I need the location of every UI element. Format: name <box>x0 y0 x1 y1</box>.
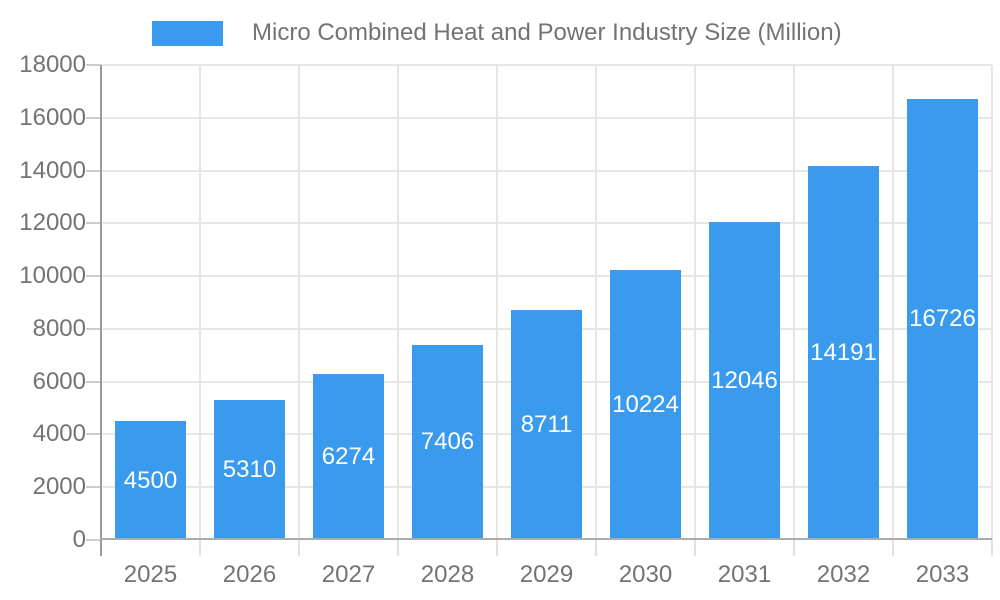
y-axis-tick <box>86 222 101 225</box>
x-axis-label: 2029 <box>519 561 574 588</box>
y-axis-tick <box>86 539 101 541</box>
bar-value-label: 6274 <box>321 443 376 471</box>
y-axis-label: 16000 <box>19 103 86 131</box>
bar[interactable]: 5310 <box>214 399 285 540</box>
gridline-vertical <box>793 65 795 540</box>
y-axis-label: 14000 <box>19 156 86 184</box>
plot-area: 4500 5310 6274 7406 8711 10224 12046 14191 16726 <box>101 64 993 540</box>
x-axis-line <box>100 538 992 540</box>
bar[interactable]: 12046 <box>709 222 780 540</box>
legend-label: Micro Combined Heat and Power Industry S… <box>252 19 842 46</box>
y-axis-tick <box>86 486 101 489</box>
bar-value-label: 10224 <box>612 391 679 419</box>
x-axis-tick <box>991 540 993 556</box>
x-axis-tick <box>199 540 201 556</box>
x-axis-tick <box>793 540 795 556</box>
x-axis-tick <box>298 540 300 556</box>
y-axis-label: 8000 <box>32 314 86 342</box>
gridline-vertical <box>595 65 597 540</box>
x-axis-label: 2032 <box>816 561 871 588</box>
legend: Micro Combined Heat and Power Industry S… <box>0 0 1000 60</box>
y-axis-label: 10000 <box>19 262 86 290</box>
legend-swatch[interactable] <box>152 21 223 46</box>
x-axis-label: 2028 <box>420 561 475 588</box>
gridline-vertical <box>991 65 993 540</box>
bar-value-label: 7406 <box>420 428 475 456</box>
x-axis-tick <box>397 540 399 556</box>
gridline-horizontal <box>101 275 992 278</box>
gridline-vertical <box>892 65 894 540</box>
x-axis-label: 2031 <box>717 561 772 588</box>
bar[interactable]: 4500 <box>115 421 186 540</box>
x-axis-label: 2033 <box>915 561 970 588</box>
y-axis-label: 0 <box>72 526 86 553</box>
gridline-vertical <box>199 65 201 540</box>
x-axis-tick <box>694 540 696 556</box>
bar-value-label: 12046 <box>711 367 778 395</box>
bar[interactable]: 6274 <box>313 374 384 540</box>
y-axis-label: 12000 <box>19 209 86 237</box>
bar[interactable]: 16726 <box>907 98 978 540</box>
x-axis-label: 2026 <box>222 561 277 588</box>
gridline-vertical <box>397 65 399 540</box>
y-axis-label: 18000 <box>19 51 86 78</box>
bar[interactable]: 8711 <box>511 310 582 540</box>
y-axis-label: 2000 <box>32 473 86 501</box>
y-axis-tick <box>86 433 101 436</box>
y-axis-tick <box>86 169 101 172</box>
bar-value-label: 14191 <box>810 338 877 366</box>
gridline-vertical <box>496 65 498 540</box>
y-axis-tick <box>86 327 101 330</box>
y-axis-tick <box>86 116 101 119</box>
gridline-horizontal <box>101 169 992 172</box>
y-axis-line <box>100 65 102 556</box>
gridline-horizontal <box>101 222 992 225</box>
gridline-vertical <box>694 65 696 540</box>
gridline-vertical <box>298 65 300 540</box>
x-axis-label: 2025 <box>123 561 178 588</box>
y-axis-tick <box>86 275 101 278</box>
y-axis-label: 6000 <box>32 367 86 395</box>
y-axis-label: 4000 <box>32 420 86 448</box>
gridline-horizontal <box>101 64 992 66</box>
bar[interactable]: 14191 <box>808 165 879 540</box>
bar-value-label: 16726 <box>909 305 976 333</box>
x-axis-tick <box>892 540 894 556</box>
y-axis-tick <box>86 380 101 383</box>
bar-value-label: 5310 <box>222 455 277 483</box>
x-axis-tick <box>496 540 498 556</box>
y-axis-tick <box>86 64 101 66</box>
x-axis-label: 2030 <box>618 561 673 588</box>
x-axis-label: 2027 <box>321 561 376 588</box>
bar-value-label: 8711 <box>520 411 573 439</box>
bar[interactable]: 10224 <box>610 270 681 540</box>
x-axis-tick <box>595 540 597 556</box>
gridline-horizontal <box>101 116 992 119</box>
bar-value-label: 4500 <box>123 466 178 494</box>
bar[interactable]: 7406 <box>412 344 483 540</box>
